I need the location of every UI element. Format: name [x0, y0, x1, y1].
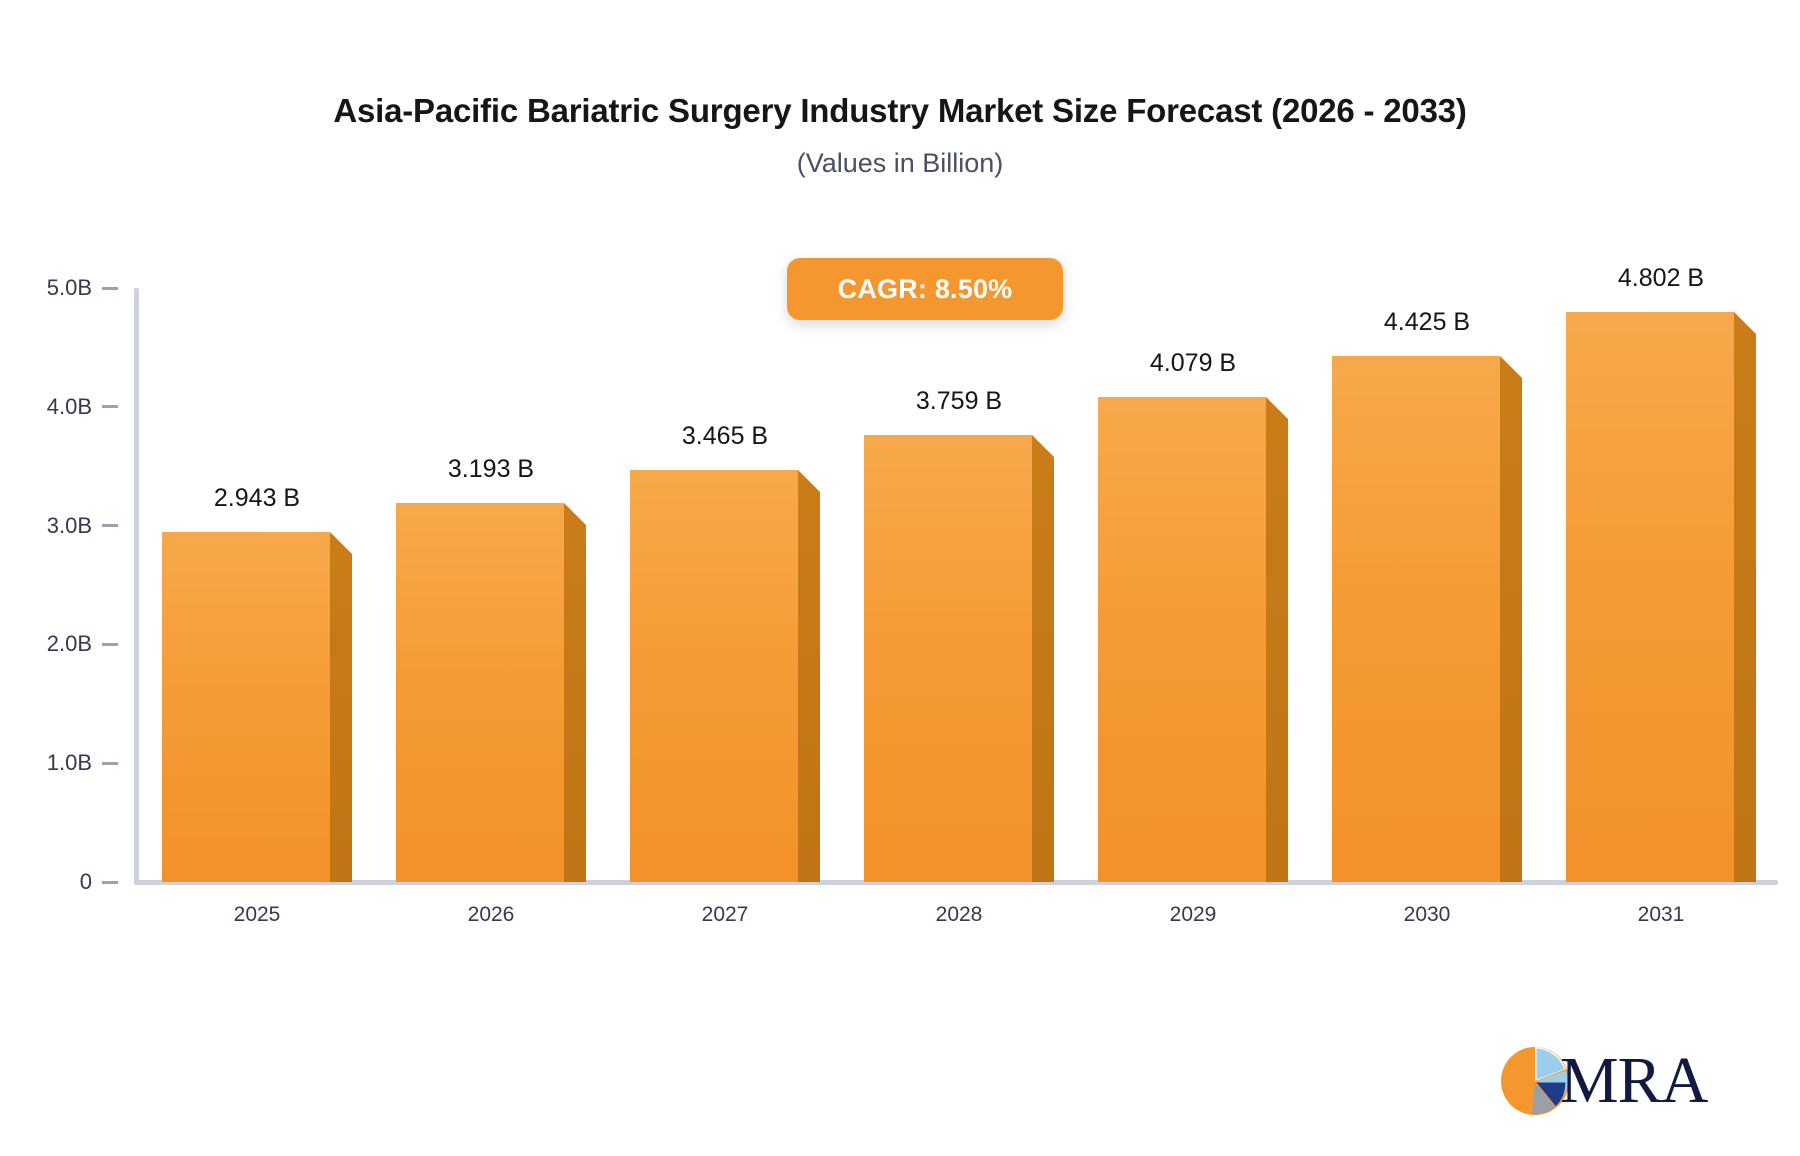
bar-side-face	[564, 524, 586, 882]
bar-front-face	[1098, 397, 1266, 882]
bar-column[interactable]	[1332, 356, 1522, 882]
bar-column[interactable]	[396, 502, 586, 882]
chart-header: Asia-Pacific Bariatric Surgery Industry …	[0, 0, 1800, 179]
bar-side-face	[1734, 333, 1756, 882]
y-axis-tick: 4.0B	[0, 393, 118, 419]
y-axis-tick-dash	[102, 286, 118, 290]
bar-column[interactable]	[1098, 397, 1288, 882]
bar-side-face	[1266, 419, 1288, 882]
bar-front-face	[864, 435, 1032, 882]
x-axis-line	[134, 880, 1778, 885]
bar-front-face	[1332, 356, 1500, 882]
x-axis-tick-label: 2025	[233, 903, 281, 926]
bar-top-bevel	[798, 470, 820, 493]
y-axis-tick-dash	[102, 524, 118, 528]
bar-top-bevel	[1500, 356, 1522, 379]
bar-side-face	[330, 554, 352, 882]
chart-subtitle: (Values in Billion)	[796, 147, 1004, 178]
y-axis-tick-label: 4.0B	[46, 393, 92, 419]
y-axis-tick-dash	[102, 405, 118, 409]
bar-column[interactable]	[864, 435, 1054, 882]
bar-value-label: 3.759 B	[915, 387, 1003, 416]
bar-value-label: 3.465 B	[681, 422, 769, 451]
x-axis-tick-label: 2030	[1403, 903, 1451, 926]
bar-value-label: 4.802 B	[1617, 263, 1705, 292]
logo-wordmark: MRA	[1560, 1044, 1708, 1117]
bar-value-label: 3.193 B	[447, 454, 535, 483]
y-axis-tick: 3.0B	[0, 512, 118, 538]
bar-top-bevel	[330, 532, 352, 555]
bar-top-bevel	[1032, 435, 1054, 458]
y-axis-tick-label: 3.0B	[46, 512, 92, 538]
y-axis-tick-dash	[102, 880, 118, 884]
bar-value-label: 4.079 B	[1149, 349, 1237, 378]
bar-column[interactable]	[162, 532, 352, 882]
y-axis-line	[134, 288, 139, 882]
y-axis-tick-dash	[102, 761, 118, 765]
cagr-badge-label: CAGR: 8.50%	[837, 273, 1013, 304]
y-axis-tick: 5.0B	[0, 275, 118, 300]
y-axis-tick-label: 1.0B	[46, 750, 92, 776]
bar-side-face	[1500, 378, 1522, 882]
x-axis-tick-label: 2031	[1637, 903, 1685, 926]
y-axis-tick-label: 5.0B	[46, 275, 92, 300]
bar-front-face	[630, 470, 798, 882]
x-axis-tick-label: 2026	[467, 903, 515, 926]
bar-column[interactable]	[630, 470, 820, 882]
bar-front-face	[162, 532, 330, 882]
y-axis-tick-dash	[102, 642, 118, 646]
pie-chart-icon	[1500, 1046, 1570, 1116]
y-axis-tick-label: 0	[79, 869, 92, 894]
y-axis-tick: 2.0B	[0, 631, 118, 657]
bar-front-face	[396, 502, 564, 882]
mra-logo: MRA	[1498, 1038, 1750, 1124]
bar-value-label: 2.943 B	[213, 484, 301, 513]
bar-front-face	[1566, 311, 1734, 882]
page-title: Asia-Pacific Bariatric Surgery Industry …	[333, 92, 1467, 129]
bar-side-face	[1032, 457, 1054, 882]
bar-top-bevel	[1734, 311, 1756, 334]
bar-top-bevel	[1266, 397, 1288, 420]
x-axis-tick-label: 2028	[935, 903, 983, 926]
bar-side-face	[798, 492, 820, 882]
y-axis-tick-label: 2.0B	[46, 631, 92, 657]
bar-value-label: 4.425 B	[1383, 308, 1471, 337]
y-axis-tick: 0	[0, 869, 118, 894]
y-axis-tick: 1.0B	[0, 750, 118, 776]
bar-column[interactable]	[1566, 311, 1756, 882]
cagr-badge: CAGR: 8.50%	[787, 258, 1063, 320]
bar-top-bevel	[564, 502, 586, 525]
x-axis-tick-label: 2027	[701, 903, 749, 926]
x-axis-tick-label: 2029	[1169, 903, 1217, 926]
